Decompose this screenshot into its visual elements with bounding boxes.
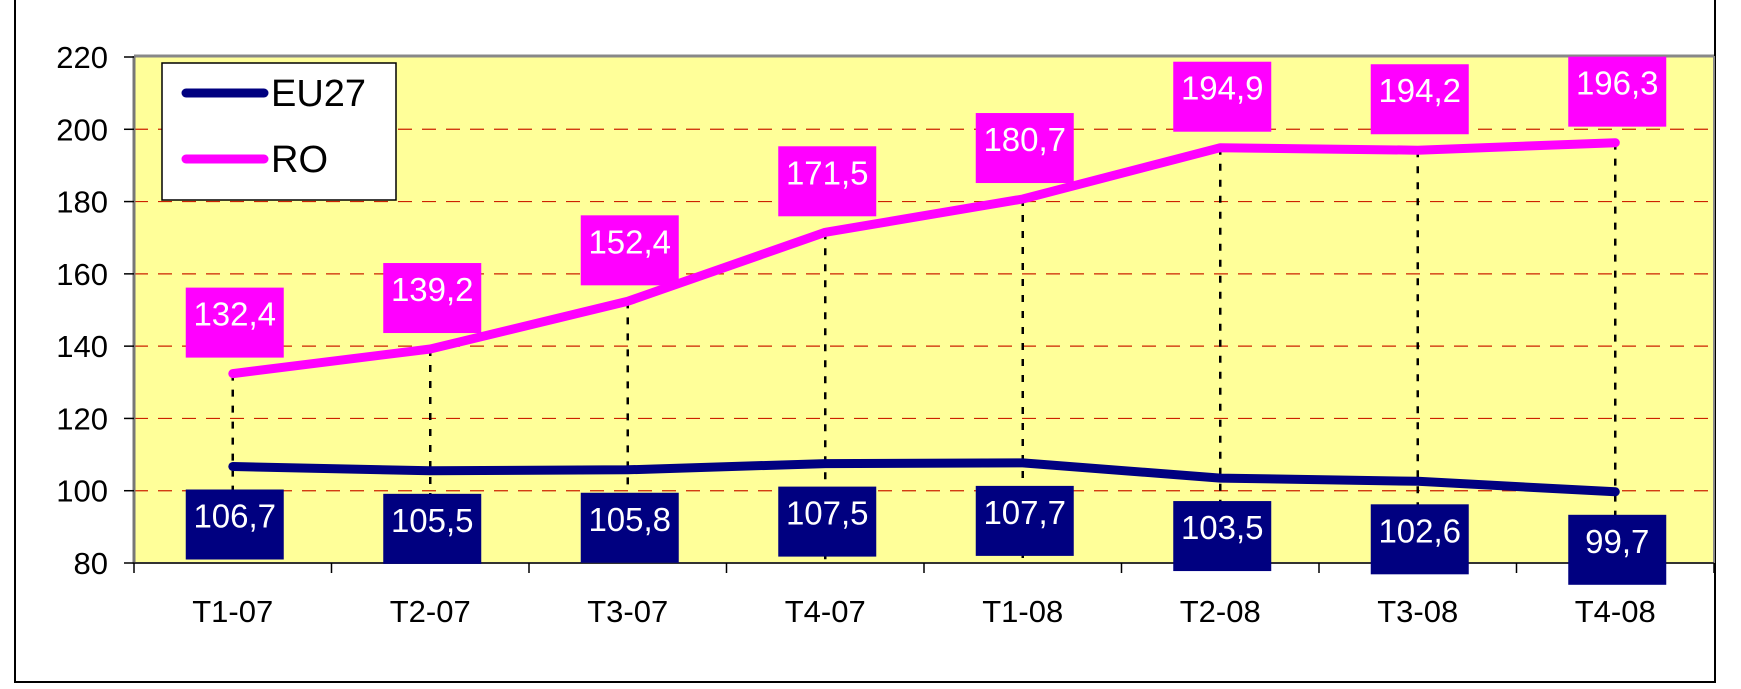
data-label-text: 196,3 — [1576, 65, 1659, 102]
data-label-box — [778, 146, 877, 217]
data-label-text: 107,7 — [983, 494, 1066, 531]
data-label-box — [383, 493, 482, 564]
legend-box — [161, 62, 397, 201]
data-label-ro: 152,4 — [580, 215, 679, 286]
data-label-text: 132,4 — [193, 296, 276, 333]
data-label-ro: 180,7 — [975, 113, 1074, 184]
data-label-text: 106,7 — [193, 497, 276, 534]
legend-label-ro: RO — [271, 139, 328, 181]
data-label-box — [975, 485, 1074, 556]
data-label-text: 194,2 — [1378, 72, 1461, 109]
x-axis-ticks: T1-07 T2-07 T3-07 T4-07 T1-08 T2-08 T3-08 T4-08 — [133, 563, 1715, 629]
x-tick-label: T4-08 — [1575, 594, 1656, 629]
y-tick-label: 160 — [56, 257, 108, 292]
data-label-ro: 196,3 — [1568, 56, 1667, 127]
data-label-text: 180,7 — [983, 121, 1066, 158]
data-label-box — [1173, 61, 1272, 132]
x-tick-label: T1-07 — [192, 594, 273, 629]
series-line-ro — [228, 138, 1620, 379]
y-tick-label: 220 — [56, 40, 108, 75]
y-tick-label: 140 — [56, 329, 108, 364]
data-label-eu27: 99,7 — [1568, 514, 1667, 585]
y-tick-label: 120 — [56, 401, 108, 436]
data-label-eu27: 103,5 — [1173, 501, 1272, 572]
data-label-ro: 132,4 — [185, 287, 284, 358]
legend: EU27 RO — [161, 62, 397, 201]
data-label-text: 139,2 — [391, 271, 474, 308]
data-labels: 106,7 105,5 105,8 107,5 107,7 103,5 102,6 99,7 1… — [185, 56, 1667, 585]
y-tick-label: 80 — [74, 546, 108, 581]
data-label-box — [185, 287, 284, 358]
data-label-eu27: 105,8 — [580, 492, 679, 563]
y-tick-label: 200 — [56, 112, 108, 147]
y-tick-label: 100 — [56, 474, 108, 509]
data-label-eu27: 102,6 — [1370, 504, 1469, 575]
data-label-box — [383, 263, 482, 334]
data-label-text: 194,9 — [1181, 70, 1264, 107]
data-label-text: 103,5 — [1181, 509, 1264, 546]
data-label-box — [1568, 514, 1667, 585]
data-label-box — [778, 486, 877, 557]
data-label-text: 171,5 — [786, 154, 869, 191]
data-label-text: 107,5 — [786, 495, 869, 532]
data-label-box — [1370, 64, 1469, 135]
data-label-box — [1370, 504, 1469, 575]
x-tick-label: T4-07 — [785, 594, 866, 629]
data-label-ro: 194,9 — [1173, 61, 1272, 132]
data-label-text: 105,8 — [588, 501, 671, 538]
data-label-ro: 139,2 — [383, 263, 482, 334]
data-label-eu27: 107,7 — [975, 485, 1074, 556]
data-label-box — [580, 215, 679, 286]
series-line-eu27 — [228, 458, 1620, 497]
data-label-text: 102,6 — [1378, 512, 1461, 549]
x-tick-label: T3-08 — [1377, 594, 1458, 629]
data-label-text: 99,7 — [1585, 523, 1649, 560]
data-label-box — [185, 489, 284, 560]
data-label-box — [975, 113, 1074, 184]
y-tick-label: 180 — [56, 185, 108, 220]
x-tick-label: T3-07 — [587, 594, 668, 629]
legend-label-eu27: EU27 — [271, 73, 366, 115]
series-lines — [228, 138, 1620, 497]
data-label-text: 105,5 — [391, 502, 474, 539]
y-axis-ticks: 80 100 120 140 160 180 200 220 — [56, 40, 134, 581]
x-tick-label: T2-08 — [1180, 594, 1261, 629]
data-label-ro: 194,2 — [1370, 64, 1469, 135]
data-label-eu27: 105,5 — [383, 493, 482, 564]
x-tick-label: T2-07 — [390, 594, 471, 629]
data-label-eu27: 107,5 — [778, 486, 877, 557]
x-tick-label: T1-08 — [982, 594, 1063, 629]
data-label-eu27: 106,7 — [185, 489, 284, 560]
data-label-box — [1568, 56, 1667, 127]
data-label-box — [580, 492, 679, 563]
data-label-ro: 171,5 — [778, 146, 877, 217]
data-label-box — [1173, 501, 1272, 572]
data-label-text: 152,4 — [588, 223, 671, 260]
